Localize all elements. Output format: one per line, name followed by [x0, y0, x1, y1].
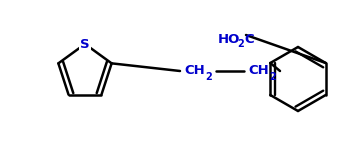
Text: HO: HO [218, 32, 240, 46]
Text: 2: 2 [270, 72, 276, 82]
Text: S: S [80, 37, 90, 51]
Text: CH: CH [185, 64, 205, 76]
Text: C: C [244, 32, 253, 46]
Text: 2: 2 [237, 39, 244, 49]
Text: CH: CH [249, 64, 269, 76]
Text: 2: 2 [206, 72, 213, 82]
